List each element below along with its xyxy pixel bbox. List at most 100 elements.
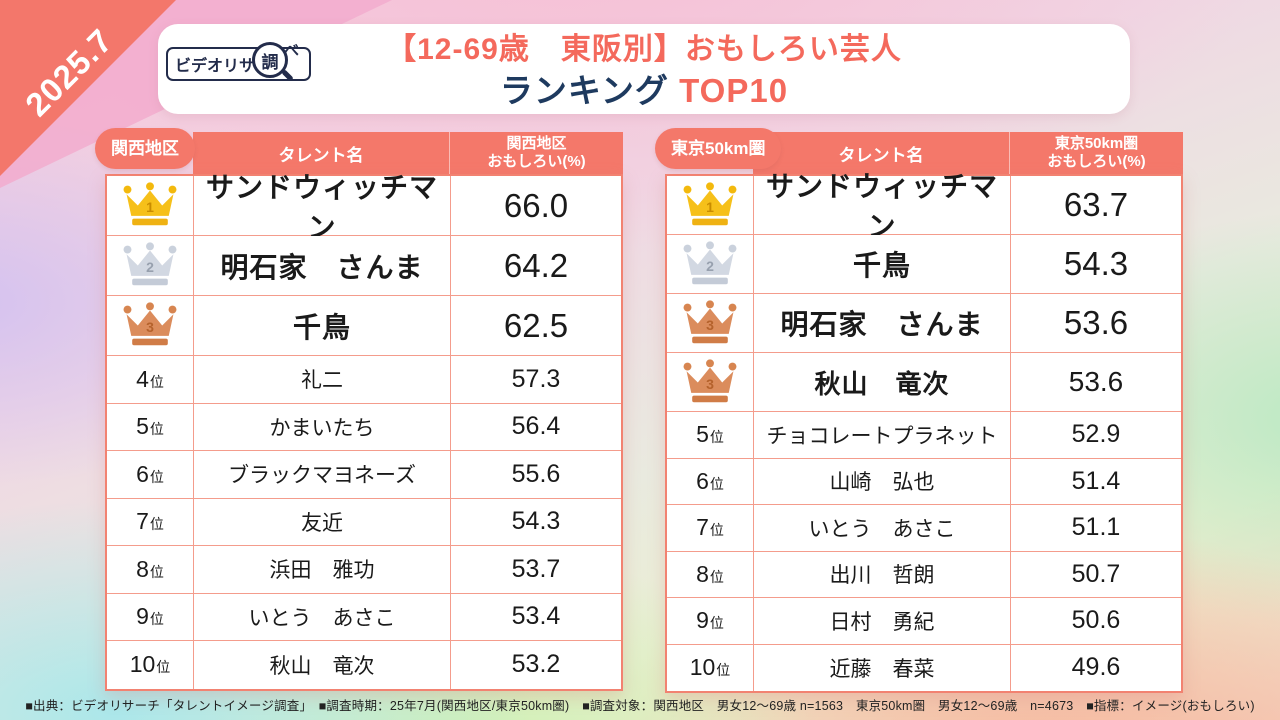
talent-name: 友近 — [193, 498, 450, 546]
svg-text:3: 3 — [706, 376, 714, 392]
column-header-score-line2: おもしろい(%) — [1047, 153, 1146, 170]
rank-number: 8 — [696, 560, 709, 587]
rank-suffix: 位 — [156, 659, 171, 676]
score-value: 53.4 — [450, 593, 621, 641]
rank-cell: 3 — [667, 353, 753, 412]
table-header: タレント名 東京50km圏 おもしろい(%) — [753, 132, 1183, 174]
rank-suffix: 位 — [709, 615, 724, 632]
rank-suffix: 位 — [709, 568, 724, 585]
table-row: 1 サンドウィッチマン 63.7 — [667, 171, 1181, 242]
talent-name: いとう あさこ — [753, 505, 1010, 552]
rank-number: 5 — [136, 413, 149, 440]
rank-cell: 3 — [667, 294, 753, 353]
score-value: 53.6 — [1010, 353, 1181, 412]
source-note: ■出典：ビデオリサーチ「タレントイメージ調査」 ■調査時期：25年7月(関西地区… — [25, 699, 1255, 713]
column-header-score-line1: 東京50km圏 — [1054, 135, 1139, 152]
rank-number: 8 — [136, 555, 149, 582]
rank-suffix: 位 — [149, 421, 164, 438]
table-row: 10 位 近藤 春菜 49.6 — [667, 644, 1181, 691]
table-row: 3 秋山 竜次 53.6 — [667, 353, 1181, 412]
talent-name: かまいたち — [193, 403, 450, 451]
rank-number: 9 — [136, 603, 149, 630]
silver-crown-icon: 2 — [683, 240, 737, 284]
rank-suffix: 位 — [149, 373, 164, 390]
svg-text:3: 3 — [706, 317, 714, 333]
score-value: 53.2 — [450, 641, 621, 689]
bronze-crown-icon: 3 — [683, 358, 737, 402]
rank-suffix: 位 — [716, 662, 731, 679]
score-value: 49.6 — [1010, 644, 1181, 691]
talent-name: 近藤 春菜 — [753, 644, 1010, 691]
score-value: 56.4 — [450, 403, 621, 451]
score-value: 51.4 — [1010, 458, 1181, 505]
rank-cell: 3 — [107, 296, 193, 356]
score-value: 66.0 — [450, 176, 621, 236]
column-header-talent: タレント名 — [753, 132, 1010, 174]
score-value: 57.3 — [450, 356, 621, 404]
score-value: 51.1 — [1010, 505, 1181, 552]
gold-crown-icon: 1 — [123, 182, 177, 226]
rank-suffix: 位 — [149, 468, 164, 485]
score-value: 50.7 — [1010, 551, 1181, 598]
talent-name: チョコレートプラネット — [753, 412, 1010, 459]
column-header-score-line1: 関西地区 — [506, 135, 567, 152]
rank-suffix: 位 — [709, 429, 724, 446]
rank-number: 9 — [696, 607, 709, 634]
talent-name: 明石家 さんま — [193, 236, 450, 296]
table-header: タレント名 関西地区 おもしろい(%) — [193, 132, 623, 174]
talent-name: 千鳥 — [193, 296, 450, 356]
rank-suffix: 位 — [149, 516, 164, 533]
column-header-score-line2: おもしろい(%) — [487, 153, 586, 170]
bronze-crown-icon: 3 — [683, 299, 737, 343]
svg-text:3: 3 — [146, 319, 154, 335]
rank-cell: 2 — [667, 235, 753, 294]
score-value: 55.6 — [450, 451, 621, 499]
talent-name: サンドウィッチマン — [193, 172, 450, 243]
region-tab-kansai: 関西地区 — [95, 128, 195, 169]
title-line2-accent: TOP10 — [679, 71, 789, 109]
bronze-crown-icon: 3 — [123, 302, 177, 346]
rank-cell: 1 — [667, 176, 753, 235]
title-line1: 【12-69歳 東阪別】おもしろい芸人 — [386, 33, 902, 66]
score-value: 62.5 — [450, 296, 621, 356]
table-row: 3 明石家 さんま 53.6 — [667, 294, 1181, 353]
title-card: ビデオリサーチ 調 べ 【12-69歳 東阪別】おもしろい芸人 ランキング TO… — [158, 24, 1130, 114]
gold-crown-icon: 1 — [683, 181, 737, 225]
rank-number: 10 — [129, 651, 156, 678]
svg-text:1: 1 — [706, 199, 714, 215]
page-title: 【12-69歳 東阪別】おもしろい芸人 ランキング TOP10 — [158, 31, 1130, 111]
rank-suffix: 位 — [149, 611, 164, 628]
score-value: 64.2 — [450, 236, 621, 296]
videoresearch-logo: ビデオリサーチ 調 べ — [166, 42, 312, 86]
rank-number: 6 — [136, 460, 149, 487]
rank-suffix: 位 — [709, 475, 724, 492]
column-header-score: 東京50km圏 おもしろい(%) — [1010, 132, 1183, 174]
rank-number: 5 — [696, 421, 709, 448]
score-value: 53.6 — [1010, 294, 1181, 353]
column-header-talent: タレント名 — [193, 132, 450, 174]
table-row: 3 千鳥 62.5 — [107, 296, 621, 356]
score-value: 63.7 — [1010, 176, 1181, 235]
score-value: 54.3 — [450, 498, 621, 546]
score-value: 50.6 — [1010, 598, 1181, 645]
rank-cell: 10 位 — [667, 644, 753, 691]
column-header-score: 関西地区 おもしろい(%) — [450, 132, 623, 174]
talent-name: いとう あさこ — [193, 593, 450, 641]
silver-crown-icon: 2 — [123, 242, 177, 286]
rank-number: 10 — [689, 654, 716, 681]
rank-number: 4 — [136, 365, 149, 392]
table-body: 1 サンドウィッチマン 66.0 2 明石家 さんま 64.2 3 千鳥 62.… — [105, 172, 623, 691]
logo-suffix-char: べ — [284, 42, 300, 59]
